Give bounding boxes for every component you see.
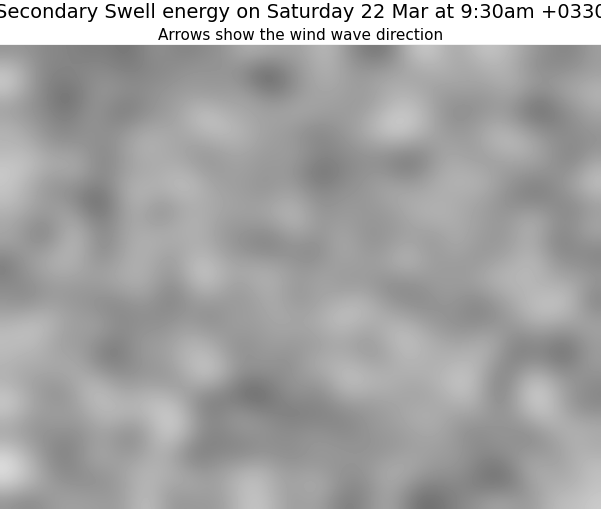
Text: Arrows show the wind wave direction: Arrows show the wind wave direction [158, 28, 443, 43]
Text: Secondary Swell energy on Saturday 22 Mar at 9:30am +0330: Secondary Swell energy on Saturday 22 Ma… [0, 4, 601, 22]
